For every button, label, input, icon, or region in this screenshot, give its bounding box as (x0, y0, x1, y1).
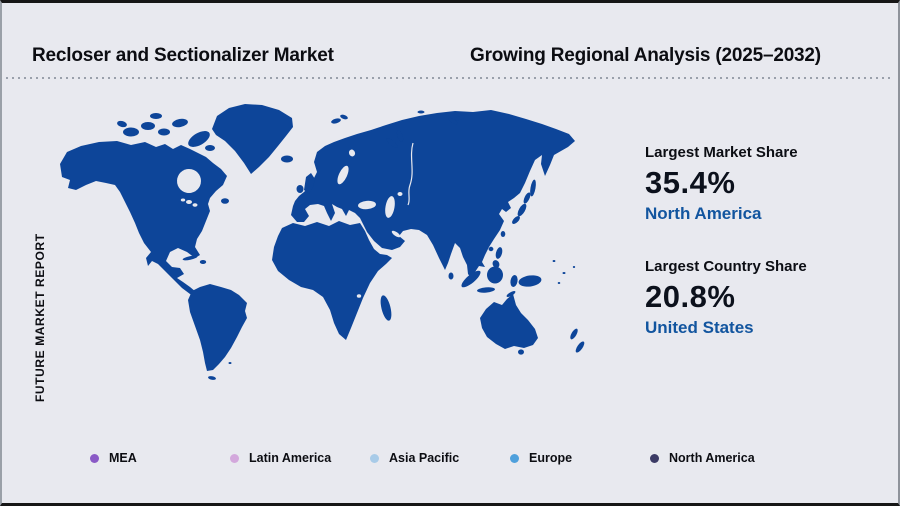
map-new-zealand (570, 328, 578, 340)
map-japan (523, 192, 531, 204)
map-uk (304, 173, 315, 194)
map-sulawesi (510, 275, 518, 287)
stat-country-share-region: United States (645, 318, 754, 337)
legend-label-asia-pacific: Asia Pacific (389, 451, 460, 465)
map-sumatra (461, 270, 481, 288)
legend-item-europe: Europe (510, 451, 650, 465)
stats-panel: Largest Market Share 35.4% North America… (645, 144, 890, 338)
land-layer (60, 104, 585, 380)
map-sri-lanka (448, 272, 454, 280)
page-subtitle: Growing Regional Analysis (2025–2032) (470, 45, 821, 66)
map-persian-gulf (391, 230, 401, 238)
stat-market-share: Largest Market Share 35.4% North America (645, 144, 890, 224)
legend-label-mea: MEA (109, 451, 137, 465)
legend: MEA Latin America Asia Pacific Europe No… (90, 451, 790, 465)
map-africa (272, 221, 392, 340)
map-new-guinea (518, 275, 542, 287)
stat-market-share-label: Largest Market Share (645, 144, 798, 161)
legend-dot-asia-pacific (370, 453, 379, 463)
map-caspian-sea (385, 196, 395, 218)
legend-item-latin-america: Latin America (230, 451, 370, 465)
stat-country-share-value: 20.8% (645, 279, 736, 314)
map-hudson-bay (177, 169, 201, 193)
map-australia (480, 294, 538, 349)
legend-item-mea: MEA (90, 451, 230, 465)
map-baltic-sea (337, 165, 349, 185)
water-layer (177, 142, 414, 298)
dotted-divider (6, 77, 894, 79)
stat-country-share-label: Largest Country Share (645, 258, 807, 275)
map-java (477, 287, 495, 293)
stat-market-share-value: 35.4% (645, 165, 736, 200)
legend-dot-europe (510, 453, 519, 463)
map-ural-border (407, 142, 414, 206)
page-title: Recloser and Sectionalizer Market (32, 45, 334, 66)
map-black-sea (358, 200, 376, 210)
legend-label-latin-america: Latin America (249, 451, 332, 465)
stat-market-share-region: North America (645, 204, 762, 223)
map-iceland (281, 155, 293, 163)
map-sakhalin (530, 179, 536, 197)
map-madagascar (380, 295, 392, 321)
legend-dot-north-america (650, 453, 659, 463)
map-north-america (60, 141, 227, 300)
map-greenland (212, 104, 293, 174)
map-tasmania (518, 349, 524, 355)
map-eurasia (291, 110, 575, 279)
legend-item-asia-pacific: Asia Pacific (370, 451, 510, 465)
world-map (60, 104, 585, 380)
legend-dot-mea (90, 453, 99, 463)
stat-country-share: Largest Country Share 20.8% United State… (645, 258, 890, 338)
legend-label-europe: Europe (529, 451, 573, 465)
legend-item-north-america: North America (650, 451, 790, 465)
map-borneo (487, 266, 503, 284)
brand-vertical-text: FUTURE MARKET REPORT (33, 233, 47, 403)
map-south-america (188, 284, 247, 371)
legend-dot-latin-america (230, 453, 239, 463)
map-philippines (495, 247, 503, 259)
legend-label-north-america: North America (669, 451, 755, 465)
map-ireland (296, 185, 304, 193)
